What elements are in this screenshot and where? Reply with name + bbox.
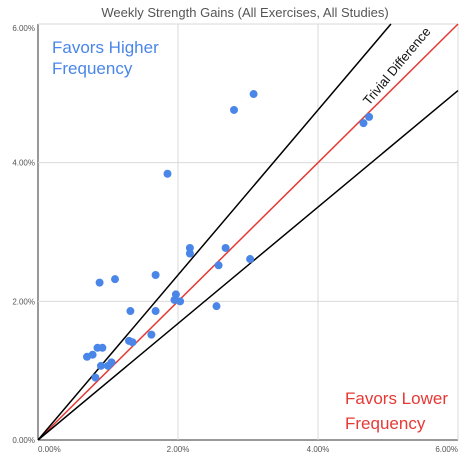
data-point: [126, 307, 135, 316]
data-point: [97, 361, 105, 370]
x-tick-label: 4.00%: [307, 445, 330, 454]
data-point: [221, 243, 230, 252]
favors-higher-label-line1: Favors Higher: [52, 38, 159, 57]
data-point: [107, 358, 116, 367]
data-point: [246, 255, 255, 264]
reference-line: [37, 23, 392, 441]
data-point: [147, 330, 156, 339]
trivial-difference-label: Trivial Difference: [360, 24, 434, 108]
data-point: [163, 169, 172, 178]
data-point: [111, 275, 119, 284]
axis-tick-labels: 0.00%0.00% 2.00% 2.00% 4.00% 4.00% 6.00% 6.00%: [12, 24, 458, 454]
favors-higher-label-line2: Frequency: [52, 59, 133, 78]
data-points: [83, 90, 374, 382]
data-point: [151, 270, 160, 279]
data-point: [171, 290, 180, 299]
favors-lower-label-line2: Frequency: [345, 414, 426, 433]
data-point: [176, 297, 185, 306]
data-point: [91, 373, 100, 382]
reference-line: [37, 89, 459, 441]
data-point: [185, 243, 194, 252]
chart-title: Weekly Strength Gains (All Exercises, Al…: [101, 5, 388, 20]
x-tick-label: 2.00%: [167, 445, 190, 454]
data-point: [185, 249, 194, 258]
y-tick-label: 0.00%: [12, 436, 35, 445]
gridlines: [37, 23, 459, 441]
reference-lines: [37, 23, 459, 441]
favors-lower-label-line1: Favors Lower: [345, 389, 448, 408]
data-point: [230, 105, 238, 114]
y-tick-label: 6.00%: [12, 24, 35, 33]
data-point: [359, 119, 368, 128]
data-point: [95, 278, 104, 287]
y-tick-label: 2.00%: [12, 297, 35, 306]
y-tick-label: 4.00%: [12, 159, 35, 168]
data-point: [249, 90, 258, 99]
data-point: [212, 302, 221, 311]
reference-line: [37, 23, 459, 441]
data-point: [214, 261, 223, 270]
data-point: [128, 338, 137, 347]
x-tick-label: 0.00%: [38, 445, 61, 454]
data-point: [88, 350, 97, 359]
data-point: [151, 307, 160, 316]
x-tick-label: 6.00%: [435, 445, 458, 454]
data-point: [98, 343, 107, 352]
data-point: [365, 112, 374, 121]
